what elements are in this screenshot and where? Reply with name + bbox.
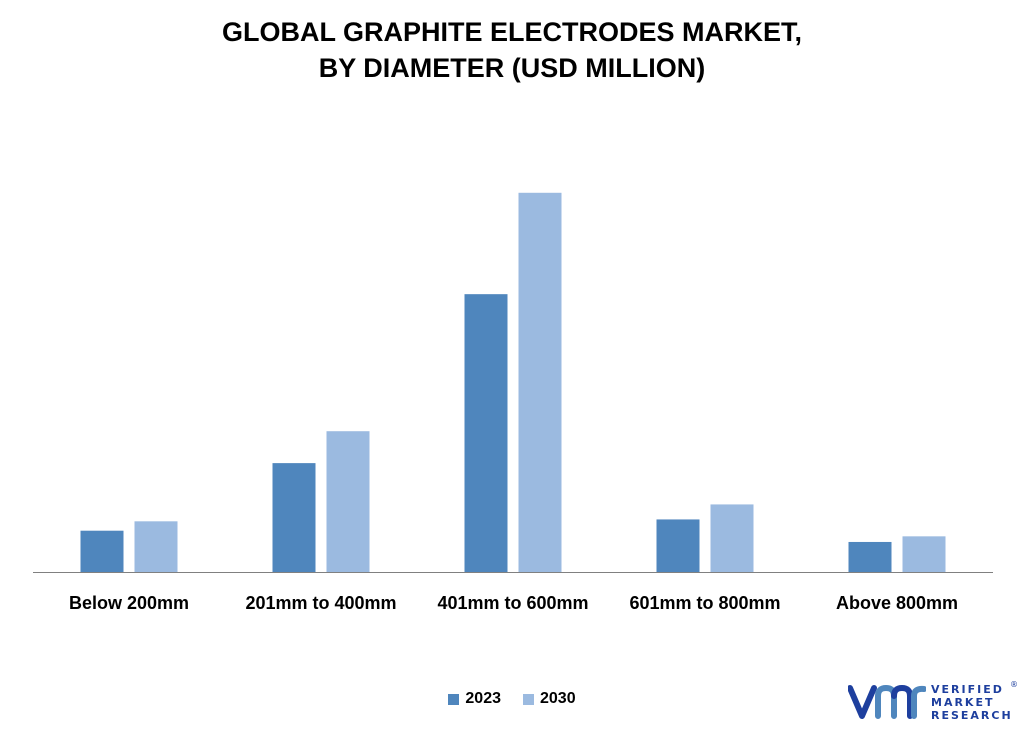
- legend-swatch-2030: [523, 693, 534, 705]
- logo-text-line-2: MARKET: [931, 696, 995, 709]
- verified-market-research-logo: VERIFIED MARKET RESEARCH ®: [848, 680, 1018, 726]
- legend-item-2023: 2023: [448, 690, 501, 708]
- legend: 2023 2030: [0, 690, 1024, 708]
- legend-item-2030: 2030: [523, 690, 576, 708]
- bars-group: [80, 192, 946, 573]
- bar-201mm-to-400mm-2023: [272, 463, 316, 572]
- chart-title-line-1: GLOBAL GRAPHITE ELECTRODES MARKET,: [221, 17, 803, 47]
- category-label-below-200mm: Below 200mm: [69, 593, 189, 613]
- chart-title-line-2: BY DIAMETER (USD MILLION): [318, 53, 706, 83]
- bar-above-800mm-2030: [902, 536, 946, 572]
- registered-mark: ®: [1010, 680, 1018, 689]
- legend-label-2023: 2023: [465, 690, 501, 707]
- bar-401mm-to-600mm-2030: [518, 192, 562, 573]
- bar-401mm-to-600mm-2023: [464, 294, 508, 572]
- category-label-401mm-to-600mm: 401mm to 600mm: [437, 593, 588, 613]
- chart-title: GLOBAL GRAPHITE ELECTRODES MARKET, BY DI…: [0, 14, 1024, 86]
- logo-text: VERIFIED MARKET RESEARCH: [931, 683, 1013, 722]
- logo-text-line-3: RESEARCH: [931, 709, 1013, 722]
- bar-below-200mm-2023: [80, 530, 124, 572]
- bar-above-800mm-2023: [848, 541, 892, 572]
- category-label-601mm-to-800mm: 601mm to 800mm: [629, 593, 780, 613]
- bar-201mm-to-400mm-2030: [326, 431, 370, 572]
- bar-601mm-to-800mm-2023: [656, 519, 700, 572]
- legend-swatch-2023: [448, 693, 460, 705]
- legend-label-2030: 2030: [540, 690, 576, 707]
- bar-601mm-to-800mm-2030: [710, 504, 754, 572]
- category-label-above-800mm: Above 800mm: [836, 593, 958, 613]
- category-label-201mm-to-400mm: 201mm to 400mm: [245, 593, 396, 613]
- vmr-logo-mark-icon: [848, 684, 926, 719]
- bar-below-200mm-2030: [134, 521, 178, 572]
- category-labels: Below 200mm 201mm to 400mm 401mm to 600mm 6…: [69, 593, 958, 613]
- logo-text-line-1: VERIFIED: [931, 683, 1004, 696]
